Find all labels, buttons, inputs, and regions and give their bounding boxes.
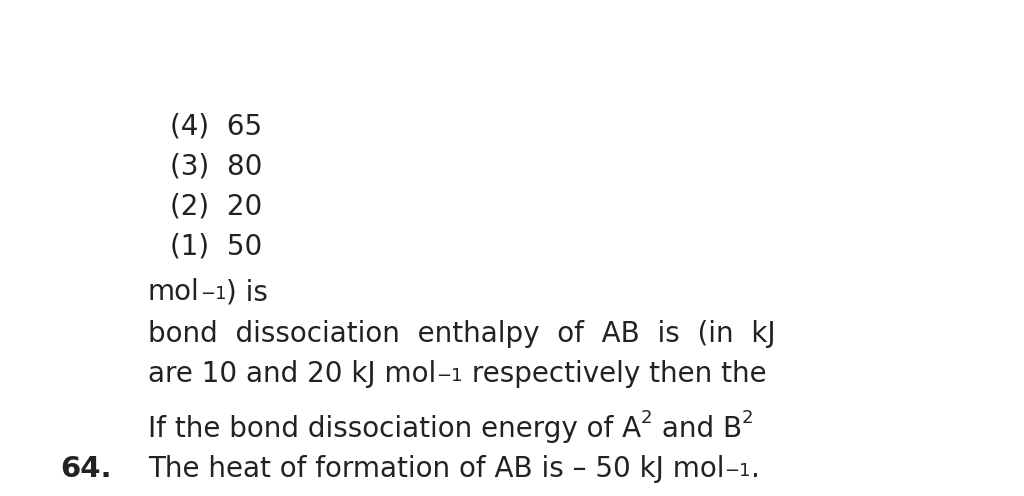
Text: 64.: 64.	[60, 455, 112, 483]
Text: The heat of formation of AB is – 50 kJ mol: The heat of formation of AB is – 50 kJ m…	[148, 455, 725, 483]
Text: bond  dissociation  enthalpy  of  AB  is  (in  kJ: bond dissociation enthalpy of AB is (in …	[148, 320, 775, 348]
Text: ) is: ) is	[226, 278, 268, 306]
Text: are 10 and 20 kJ mol: are 10 and 20 kJ mol	[148, 360, 436, 388]
Text: 2: 2	[741, 409, 754, 427]
Text: .: .	[751, 455, 760, 483]
Text: (4)  65: (4) 65	[170, 112, 262, 140]
Text: mol: mol	[148, 278, 200, 306]
Text: If the bond dissociation energy of A: If the bond dissociation energy of A	[148, 415, 641, 443]
Text: and B: and B	[652, 415, 741, 443]
Text: (2)  20: (2) 20	[170, 192, 262, 220]
Text: (3)  80: (3) 80	[170, 152, 262, 180]
Text: 2: 2	[641, 409, 652, 427]
Text: respectively then the: respectively then the	[463, 360, 766, 388]
Text: −1: −1	[725, 462, 751, 480]
Text: (1)  50: (1) 50	[170, 232, 262, 260]
Text: −1: −1	[200, 285, 226, 303]
Text: −1: −1	[436, 367, 463, 385]
